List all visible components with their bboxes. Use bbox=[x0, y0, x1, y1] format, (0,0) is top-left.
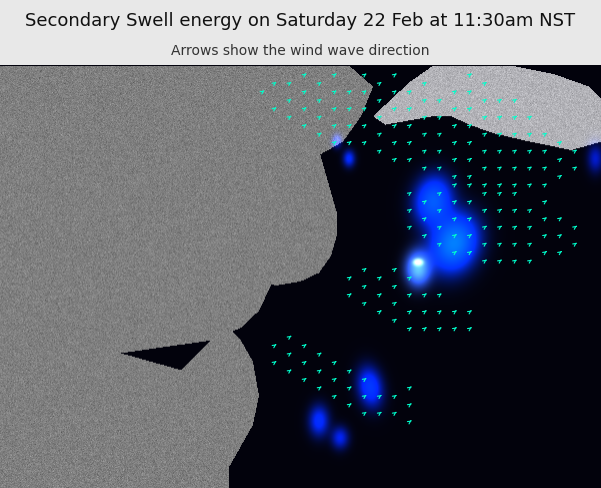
Text: Secondary Swell energy on Saturday 22 Feb at 11:30am NST: Secondary Swell energy on Saturday 22 Fe… bbox=[25, 12, 576, 30]
Text: Arrows show the wind wave direction: Arrows show the wind wave direction bbox=[171, 44, 430, 59]
